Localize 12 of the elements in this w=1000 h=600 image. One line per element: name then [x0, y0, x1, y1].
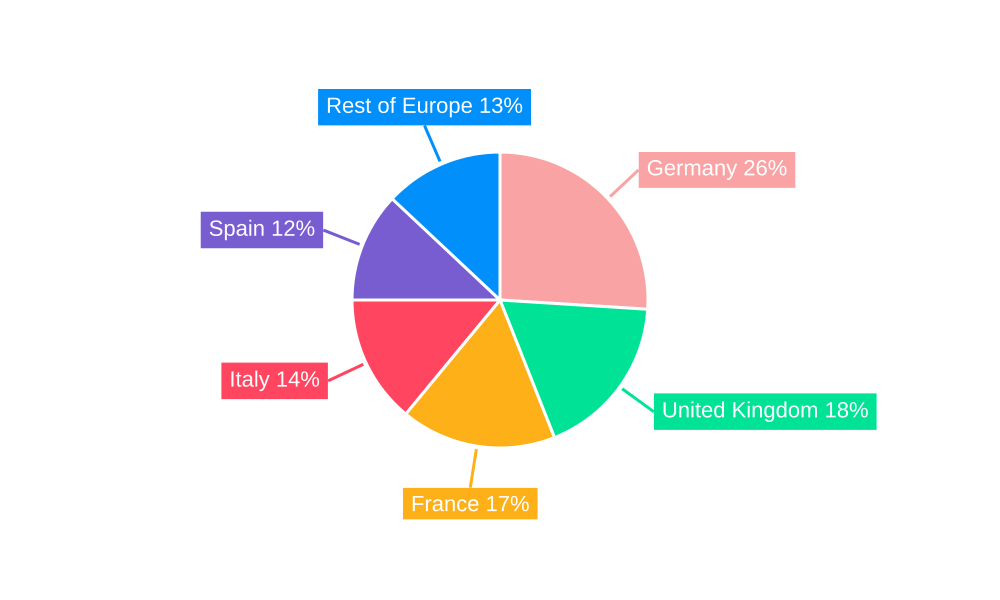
slice-label: Italy — [231, 370, 270, 392]
slice-label: United Kingdom — [664, 401, 817, 422]
data-label: 18% — [826, 402, 868, 418]
data-label: 12% — [272, 220, 314, 236]
slice-label: Germany — [648, 160, 738, 180]
data-label: 13% — [480, 97, 522, 114]
slice-label: France — [412, 496, 478, 512]
data-label: 14% — [278, 371, 320, 387]
slice-label: Rest of Europe — [328, 96, 472, 118]
slice-label: Spain — [210, 220, 264, 240]
data-label: 17% — [487, 496, 529, 512]
data-label: 26% — [744, 160, 787, 176]
